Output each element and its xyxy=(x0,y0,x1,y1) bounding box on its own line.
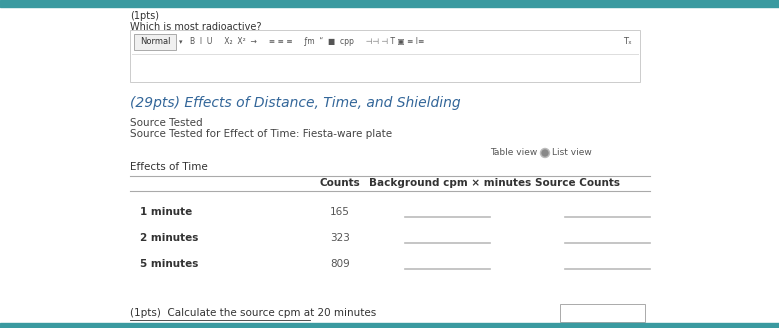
FancyBboxPatch shape xyxy=(130,30,640,82)
Text: Normal: Normal xyxy=(139,37,171,47)
FancyBboxPatch shape xyxy=(134,34,176,50)
Text: List view: List view xyxy=(552,148,592,157)
Text: 323: 323 xyxy=(330,233,350,243)
Bar xyxy=(0,323,779,328)
Circle shape xyxy=(542,150,548,156)
Text: (29pts) Effects of Distance, Time, and Shielding: (29pts) Effects of Distance, Time, and S… xyxy=(130,96,460,110)
Text: Counts: Counts xyxy=(319,178,361,188)
FancyBboxPatch shape xyxy=(560,304,645,322)
Text: Which is most radioactive?: Which is most radioactive? xyxy=(130,22,262,32)
Text: Source Counts: Source Counts xyxy=(535,178,620,188)
Text: Tₓ: Tₓ xyxy=(623,37,632,47)
Text: Source Tested for Effect of Time: Fiesta-ware plate: Source Tested for Effect of Time: Fiesta… xyxy=(130,129,392,139)
Text: 5 minutes: 5 minutes xyxy=(140,259,199,269)
Text: (1pts)  Calculate the source cpm at 20 minutes: (1pts) Calculate the source cpm at 20 mi… xyxy=(130,308,376,318)
Bar xyxy=(0,0,779,7)
Text: B  I  U     X₂  X²  →     ≡ ≡ ≡     ƒm  “  ■  cpp     ⊣⊣ ⊣ T ▣ ≡ I≡: B I U X₂ X² → ≡ ≡ ≡ ƒm “ ■ cpp ⊣⊣ ⊣ T ▣ … xyxy=(190,37,425,47)
Text: Background cpm × minutes: Background cpm × minutes xyxy=(369,178,531,188)
Text: ▾: ▾ xyxy=(179,39,182,45)
Text: Source Tested: Source Tested xyxy=(130,118,203,128)
Text: 165: 165 xyxy=(330,207,350,217)
Circle shape xyxy=(541,149,549,157)
Text: Table view: Table view xyxy=(490,148,538,157)
Text: 809: 809 xyxy=(330,259,350,269)
Text: (1pts): (1pts) xyxy=(130,11,159,21)
Text: Effects of Time: Effects of Time xyxy=(130,162,208,172)
Text: 2 minutes: 2 minutes xyxy=(140,233,199,243)
Text: 1 minute: 1 minute xyxy=(140,207,192,217)
